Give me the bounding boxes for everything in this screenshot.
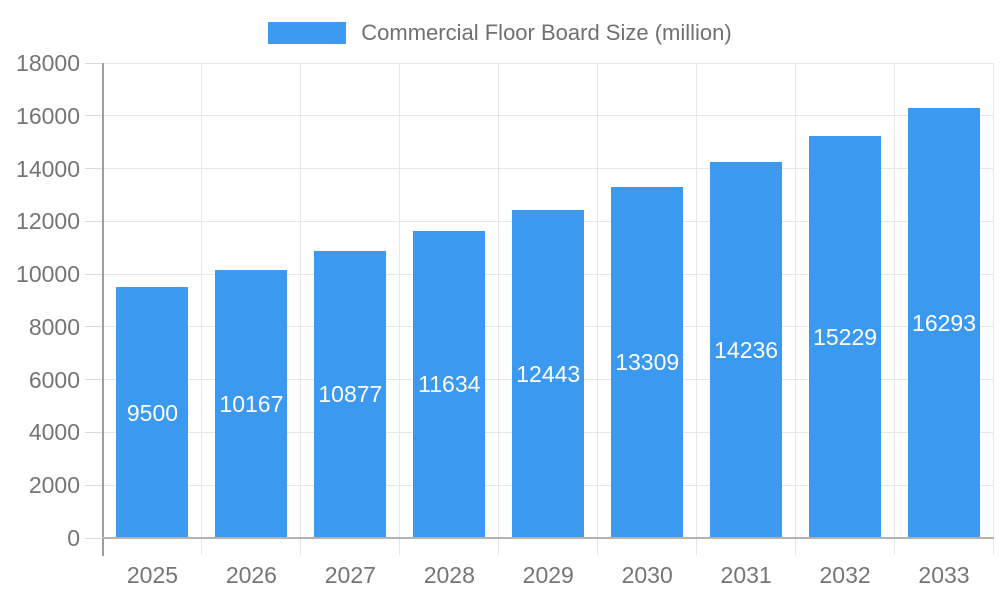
bar [512,209,585,538]
y-tick-label: 14000 [16,155,80,182]
y-tick [85,379,103,381]
bar-value-label: 13309 [615,349,680,376]
v-gridline [201,63,203,555]
y-tick [85,537,103,539]
bar-value-label: 15229 [813,324,878,351]
y-tick-label: 18000 [16,50,80,76]
y-tick-label: 8000 [28,313,80,340]
bar-value-label: 14236 [714,337,779,364]
y-tick [85,273,103,275]
x-tick-label: 2029 [522,562,574,588]
legend-label: Commercial Floor Board Size (million) [361,20,732,45]
bar-value-label: 11634 [418,371,481,398]
v-gridline [597,63,599,555]
x-tick-label: 2033 [918,562,970,588]
bar-value-label: 12443 [516,360,581,387]
v-gridline [498,63,500,555]
v-gridline [696,63,698,555]
bar [215,269,288,538]
bar [908,108,981,538]
bar-value-label: 9500 [126,399,179,426]
h-gridline [103,62,994,64]
y-tick-label: 2000 [28,472,80,499]
x-tick-label: 2028 [423,562,475,588]
bar-value-label: 10167 [219,390,284,417]
v-gridline [300,63,302,555]
v-gridline [795,63,797,555]
y-tick [85,168,103,170]
bar [611,186,684,538]
y-tick-label: 10000 [16,261,80,288]
y-tick-label: 0 [67,525,80,551]
x-tick-label: 2025 [126,562,179,588]
bar [314,250,387,538]
y-tick-label: 12000 [16,208,80,235]
bar [710,162,783,538]
y-tick-label: 16000 [16,102,80,129]
legend-swatch [268,22,347,44]
x-tick-label: 2030 [621,562,673,588]
x-tick-label: 2031 [720,562,772,588]
legend: Commercial Floor Board Size (million) [0,20,1000,46]
bar [116,287,189,538]
y-tick [85,115,103,117]
bar [809,136,882,538]
y-tick [85,326,103,328]
y-tick-label: 6000 [28,366,80,393]
y-tick-label: 4000 [28,419,80,446]
x-tick-label: 2027 [324,562,376,588]
v-gridline [894,63,896,555]
y-tick [85,220,103,222]
bar-value-label: 16293 [912,310,976,337]
x-tick-label: 2032 [819,562,871,588]
h-gridline [103,115,994,117]
bar-value-label: 10877 [318,381,383,408]
y-tick [85,62,103,64]
v-gridline [399,63,401,555]
v-gridline [993,63,994,555]
h-gridline [103,168,994,170]
x-tick-label: 2026 [225,562,277,588]
y-axis-line [102,63,104,556]
y-tick [85,484,103,486]
y-tick [85,431,103,433]
bar [413,230,486,538]
x-axis-line [102,537,994,539]
